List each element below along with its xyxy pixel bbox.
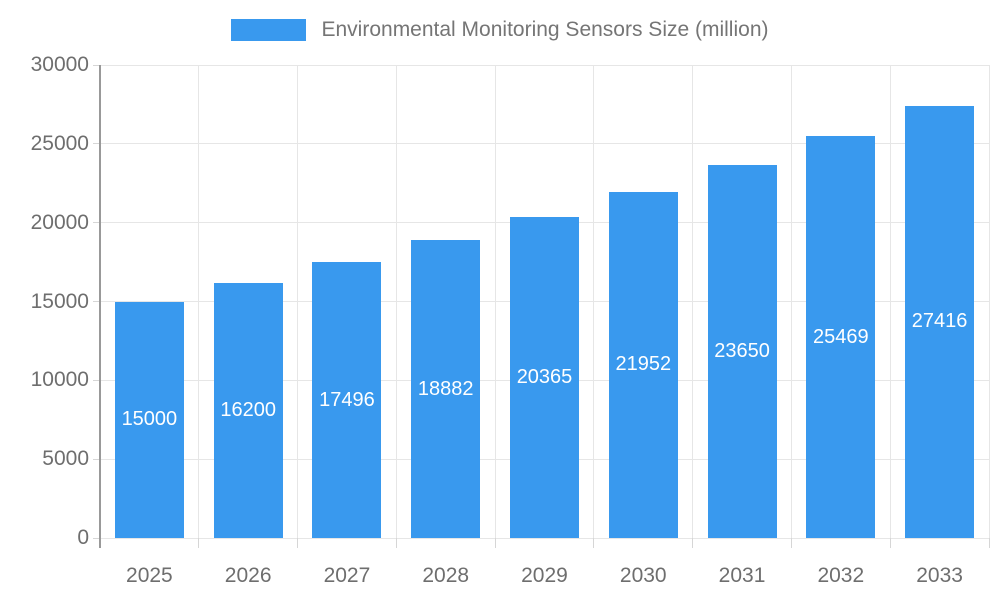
- x-axis-tick: [692, 538, 694, 548]
- bar: 20365: [510, 216, 579, 538]
- bar: 21952: [608, 191, 678, 538]
- gridline-vertical: [593, 65, 595, 538]
- y-axis-tick: [93, 537, 100, 539]
- x-tick-label: 2031: [718, 564, 766, 587]
- gridline-vertical: [297, 65, 299, 538]
- legend-swatch: [231, 19, 307, 41]
- gridline-vertical: [395, 65, 397, 538]
- legend: Environmental Monitoring Sensors Size (m…: [0, 18, 1000, 42]
- x-axis-tick: [790, 538, 792, 548]
- y-axis-line: [99, 65, 101, 548]
- bar-value-label: 15000: [121, 408, 178, 431]
- bar-value-label: 23650: [714, 340, 770, 363]
- legend-label: Environmental Monitoring Sensors Size (m…: [321, 18, 769, 41]
- x-axis-tick: [198, 538, 200, 548]
- gridline-horizontal: [100, 64, 989, 66]
- gridline-vertical: [889, 65, 891, 538]
- y-tick-label: 5000: [42, 447, 89, 471]
- y-axis-tick: [93, 301, 100, 302]
- gridline-vertical: [198, 65, 200, 538]
- gridline-vertical: [494, 65, 496, 538]
- bar: 27416: [905, 105, 975, 538]
- x-axis-tick: [593, 538, 595, 548]
- bar: 18882: [411, 240, 481, 538]
- x-axis-tick: [395, 538, 397, 548]
- x-axis-tick: [988, 538, 990, 548]
- gridline-vertical: [790, 65, 792, 538]
- bar-value-label: 25469: [813, 325, 869, 348]
- x-axis-tick: [889, 538, 891, 548]
- x-axis-tick: [494, 538, 496, 548]
- y-axis-tick: [93, 379, 100, 381]
- y-axis-tick: [93, 222, 100, 224]
- bar: 15000: [114, 301, 184, 538]
- y-tick-label: 30000: [30, 53, 89, 76]
- y-tick-label: 0: [77, 526, 89, 549]
- bar: 17496: [312, 262, 382, 538]
- bar-value-label: 17496: [319, 388, 375, 411]
- bar: 23650: [707, 165, 777, 538]
- y-tick-label: 10000: [30, 368, 89, 392]
- bar: 25469: [806, 136, 876, 538]
- y-axis-tick: [93, 458, 100, 460]
- x-tick-label: 2030: [619, 564, 667, 587]
- bar-value-label: 16200: [220, 398, 276, 421]
- bar-value-label: 18882: [417, 377, 474, 400]
- gridline-vertical: [692, 65, 694, 538]
- x-axis-tick: [297, 538, 299, 548]
- x-tick-label: 2025: [126, 564, 173, 587]
- x-tick-label: 2033: [916, 564, 963, 587]
- gridline-vertical: [988, 65, 990, 538]
- gridline-horizontal: [100, 537, 989, 539]
- bar-value-label: 20365: [516, 365, 573, 388]
- y-tick-label: 15000: [30, 289, 89, 313]
- x-tick-label: 2026: [224, 564, 272, 587]
- gridline-horizontal: [100, 143, 989, 145]
- y-tick-label: 20000: [30, 210, 89, 234]
- bar-value-label: 27416: [911, 310, 968, 333]
- y-axis-tick: [93, 64, 100, 66]
- y-axis-tick: [93, 143, 100, 145]
- x-tick-label: 2028: [422, 564, 470, 587]
- x-tick-label: 2029: [521, 564, 568, 587]
- x-tick-label: 2032: [817, 564, 865, 587]
- bar-value-label: 21952: [615, 353, 672, 376]
- bar: 16200: [213, 282, 283, 538]
- y-tick-label: 25000: [30, 131, 89, 155]
- x-tick-label: 2027: [323, 564, 371, 587]
